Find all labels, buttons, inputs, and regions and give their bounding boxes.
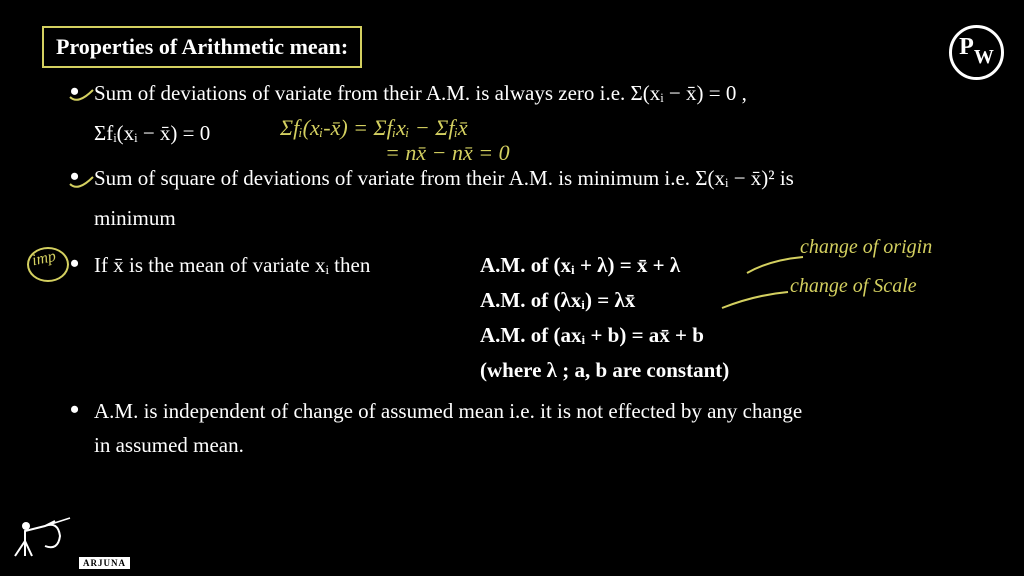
handwritten-derivation1: Σfᵢ(xᵢ-x̄) = Σfᵢxᵢ − Σfᵢx̄ (280, 115, 468, 141)
title-box: Properties of Arithmetic mean: (42, 26, 362, 68)
handwritten-origin: change of origin (800, 236, 932, 259)
bullet3-eq1: A.M. of (xᵢ + λ) = x̄ + λ (480, 252, 680, 279)
bullet4-sub: in assumed mean. (94, 432, 244, 459)
logo-p: P (959, 34, 974, 61)
bullet-dot: • (70, 395, 79, 425)
bullet3-eq4: (where λ ; a, b are constant) (480, 357, 729, 384)
handwritten-scale: change of Scale (790, 275, 917, 298)
bullet3-text: If x̄ is the mean of variate xᵢ then (94, 252, 370, 279)
bullet-dot: • (70, 249, 79, 279)
archer-icon (10, 506, 75, 566)
handwritten-derivation2: = nx̄ − nx̄ = 0 (385, 140, 510, 166)
bullet3-eq3: A.M. of (axᵢ + b) = ax̄ + b (480, 322, 704, 349)
bullet2-text: Sum of square of deviations of variate f… (94, 165, 794, 192)
bullet1-sub: Σfᵢ(xᵢ − x̄) = 0 (94, 120, 210, 147)
bullet1-text: Sum of deviations of variate from their … (94, 80, 747, 107)
bullet3-eq2: A.M. of (λxᵢ) = λx̄ (480, 287, 635, 314)
arjuna-label: ARJUNA (79, 557, 130, 569)
pw-logo: P W (949, 25, 1004, 80)
arjuna-logo: ARJUNA (10, 506, 130, 571)
bullet4-text: A.M. is independent of change of assumed… (94, 398, 802, 425)
swoosh-scale (720, 290, 790, 315)
title-text: Properties of Arithmetic mean: (56, 34, 348, 59)
bullet2-sub: minimum (94, 205, 176, 232)
logo-w: W (974, 46, 994, 69)
